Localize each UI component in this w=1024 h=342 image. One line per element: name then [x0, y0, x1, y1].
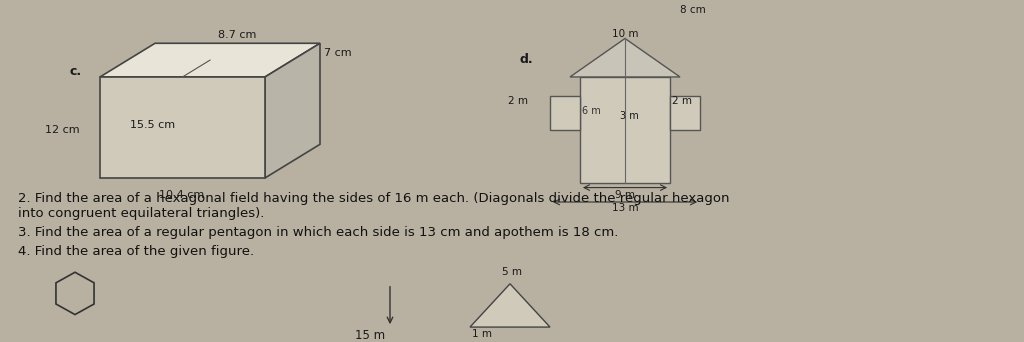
Polygon shape: [670, 96, 700, 130]
Text: d.: d.: [520, 53, 534, 66]
Text: 8.7 cm: 8.7 cm: [218, 30, 256, 40]
Text: 9 m: 9 m: [615, 190, 635, 200]
Polygon shape: [550, 96, 580, 130]
Text: 10.4 cm: 10.4 cm: [160, 189, 205, 199]
Polygon shape: [470, 284, 550, 327]
Polygon shape: [570, 39, 680, 77]
Text: 15 m: 15 m: [355, 329, 385, 342]
Polygon shape: [265, 43, 319, 178]
Polygon shape: [100, 77, 265, 178]
Text: 8 cm: 8 cm: [680, 5, 706, 15]
Text: 5 m: 5 m: [502, 267, 522, 277]
Text: 6 m: 6 m: [582, 106, 601, 116]
Text: 4. Find the area of the given figure.: 4. Find the area of the given figure.: [18, 245, 254, 258]
Text: 1 m: 1 m: [472, 329, 492, 339]
Polygon shape: [580, 77, 670, 183]
Polygon shape: [100, 43, 319, 77]
Text: 12 cm: 12 cm: [45, 125, 79, 135]
Text: 3 m: 3 m: [620, 110, 639, 121]
Text: 2 m: 2 m: [508, 96, 528, 106]
Text: 2 m: 2 m: [672, 96, 692, 106]
Text: c.: c.: [70, 65, 82, 78]
Text: 13 m: 13 m: [611, 203, 638, 213]
Text: 10 m: 10 m: [611, 29, 638, 39]
Text: 2. Find the area of a hexagonal field having the sides of 16 m each. (Diagonals : 2. Find the area of a hexagonal field ha…: [18, 193, 729, 206]
Text: 15.5 cm: 15.5 cm: [130, 120, 175, 130]
Text: 3. Find the area of a regular pentagon in which each side is 13 cm and apothem i: 3. Find the area of a regular pentagon i…: [18, 226, 618, 239]
Text: 7 cm: 7 cm: [324, 48, 351, 58]
Text: into congruent equilateral triangles).: into congruent equilateral triangles).: [18, 207, 264, 220]
